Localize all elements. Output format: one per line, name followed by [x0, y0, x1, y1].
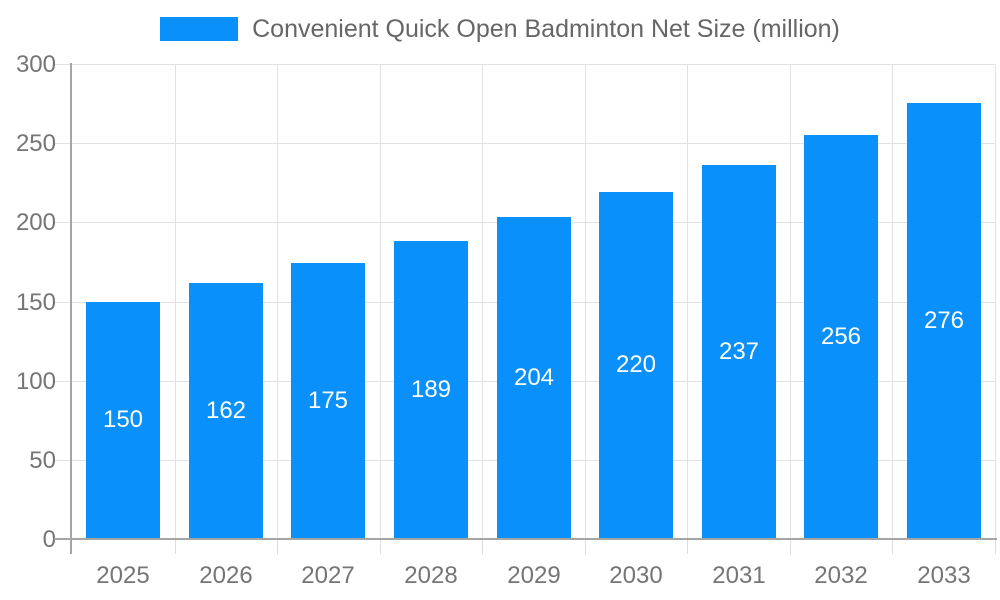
x-axis-tick-mark	[277, 540, 278, 554]
x-axis-tick-mark	[380, 540, 381, 554]
x-gridline	[892, 65, 893, 540]
x-axis-tick-mark	[892, 540, 893, 554]
bar: 162	[189, 283, 263, 538]
bar-value-label: 189	[410, 375, 452, 403]
bar: 150	[86, 302, 160, 538]
x-axis-tick-label: 2032	[814, 562, 868, 589]
legend-label: Convenient Quick Open Badminton Net Size…	[252, 15, 840, 43]
x-axis-tick-label: 2030	[609, 562, 663, 589]
legend: Convenient Quick Open Badminton Net Size…	[0, 14, 1000, 44]
y-axis-tick-label: 100	[15, 368, 56, 395]
bar-value-label: 237	[718, 337, 760, 365]
y-axis-tick-label: 250	[15, 130, 56, 157]
bar-value-label: 162	[205, 396, 247, 424]
y-axis-tick-label: 50	[29, 447, 56, 474]
x-axis-tick-mark	[175, 540, 176, 554]
x-axis-tick-label: 2028	[404, 562, 458, 589]
y-gridline	[54, 143, 995, 144]
x-gridline	[482, 65, 483, 540]
y-gridline	[54, 64, 995, 65]
bar: 175	[291, 263, 365, 538]
x-axis-tick-label: 2026	[199, 562, 253, 589]
x-axis-tick-mark	[482, 540, 483, 554]
bar-value-label: 150	[102, 406, 144, 433]
x-gridline	[790, 65, 791, 540]
bar: 220	[599, 192, 673, 538]
bar-value-label: 204	[513, 363, 555, 391]
y-axis-line	[70, 63, 72, 554]
x-axis-line	[54, 538, 997, 540]
legend-item[interactable]: Convenient Quick Open Badminton Net Size…	[160, 14, 840, 44]
x-axis-tick-label: 2029	[507, 562, 561, 589]
bar: 276	[907, 103, 981, 538]
bar: 189	[394, 241, 468, 538]
bar-value-label: 256	[820, 322, 862, 350]
x-axis-tick-label: 2027	[301, 562, 355, 589]
y-axis-tick-label: 0	[42, 526, 56, 553]
bar-value-label: 220	[615, 351, 657, 378]
x-axis-tick-mark	[687, 540, 688, 554]
x-gridline	[687, 65, 688, 540]
bar-value-label: 276	[923, 306, 965, 334]
bar: 204	[497, 217, 571, 538]
y-axis-tick-label: 150	[15, 289, 56, 316]
x-gridline	[277, 65, 278, 540]
x-gridline	[995, 65, 996, 540]
x-gridline	[380, 65, 381, 540]
x-gridline	[175, 65, 176, 540]
x-gridline	[585, 65, 586, 540]
y-axis-tick-label: 200	[15, 209, 56, 236]
bar-value-label: 175	[307, 386, 349, 414]
x-axis-tick-label: 2031	[712, 562, 766, 589]
x-axis-tick-mark	[585, 540, 586, 554]
x-axis-tick-mark	[995, 540, 996, 554]
legend-swatch-icon	[160, 17, 239, 41]
y-axis-tick-label: 300	[15, 51, 56, 78]
bar: 237	[702, 165, 776, 538]
bar: 256	[804, 135, 878, 538]
x-axis-tick-label: 2025	[96, 562, 150, 589]
x-axis-tick-label: 2033	[917, 562, 971, 589]
x-axis-tick-mark	[790, 540, 791, 554]
